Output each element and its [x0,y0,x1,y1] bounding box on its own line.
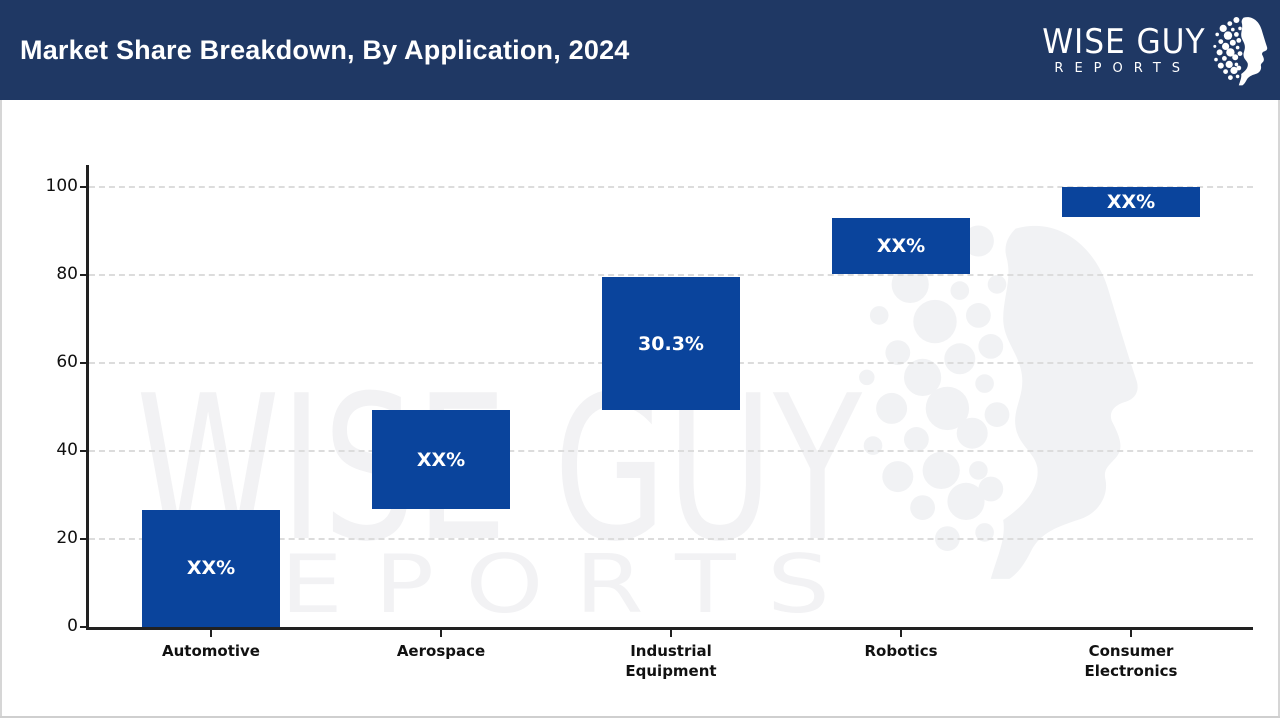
y-axis-label-80: 80 [56,264,78,284]
bar-value-label: 30.3% [638,332,704,355]
wiseguy-head-logo-icon [1213,17,1268,86]
x-tick-0 [210,630,212,637]
wise-guy-logo: WISE GUY REPORTS [1028,11,1280,89]
y-tick-40 [80,450,86,452]
x-tick-4 [1130,630,1132,637]
watermark-text: WISE GUY R E P O R T S [136,353,863,631]
y-axis-label-20: 20 [56,528,78,548]
y-tick-100 [80,186,86,188]
gridline-100 [89,186,1253,188]
x-axis-label-1: Aerospace [396,642,486,660]
y-tick-0 [80,626,86,628]
y-axis-label-60: 60 [56,352,78,372]
x-axis-label-3: Robotics [864,642,938,660]
bar-value-label: XX% [416,448,466,471]
page-title: Market Share Breakdown, By Application, … [20,34,630,65]
y-tick-80 [80,274,86,276]
gridline-40 [89,450,1253,452]
bar-aerospace: XX% [372,410,510,510]
logo-text: WISE GUY REPORTS [1028,24,1206,76]
x-axis-label-2: Industrial Equipment [625,642,717,680]
gridline-80 [89,274,1253,276]
x-axis-label-0: Automotive [162,642,260,660]
y-tick-20 [80,538,86,540]
bar-industrial-equipment: 30.3% [602,277,740,411]
bar-consumer-electronics: XX% [1062,187,1200,217]
header-bar: Market Share Breakdown, By Application, … [0,0,1280,100]
y-axis-line [86,165,89,630]
bar-robotics: XX% [832,217,970,275]
x-axis-label-4: Consumer Electronics [1084,642,1178,680]
bar-value-label: XX% [1106,190,1156,213]
bar-value-label: XX% [186,557,236,580]
y-axis-label-40: 40 [56,440,78,460]
waterfall-chart: WISE GUY R E P O R T S 0 20 40 60 80 100 XX% Au… [0,100,1280,720]
gridline-20 [89,538,1253,540]
x-tick-1 [440,630,442,637]
x-tick-2 [670,630,672,637]
y-axis-label-100: 100 [45,176,78,196]
x-axis-line [86,627,1253,630]
bottom-divider [0,716,1280,718]
bar-automotive: XX% [142,509,280,627]
y-tick-60 [80,362,86,364]
logo-subtitle: REPORTS [1054,61,1192,76]
logo-wordmark: WISE GUY [1042,22,1206,62]
bar-value-label: XX% [876,234,926,257]
y-axis-label-0: 0 [67,616,78,636]
x-tick-3 [900,630,902,637]
